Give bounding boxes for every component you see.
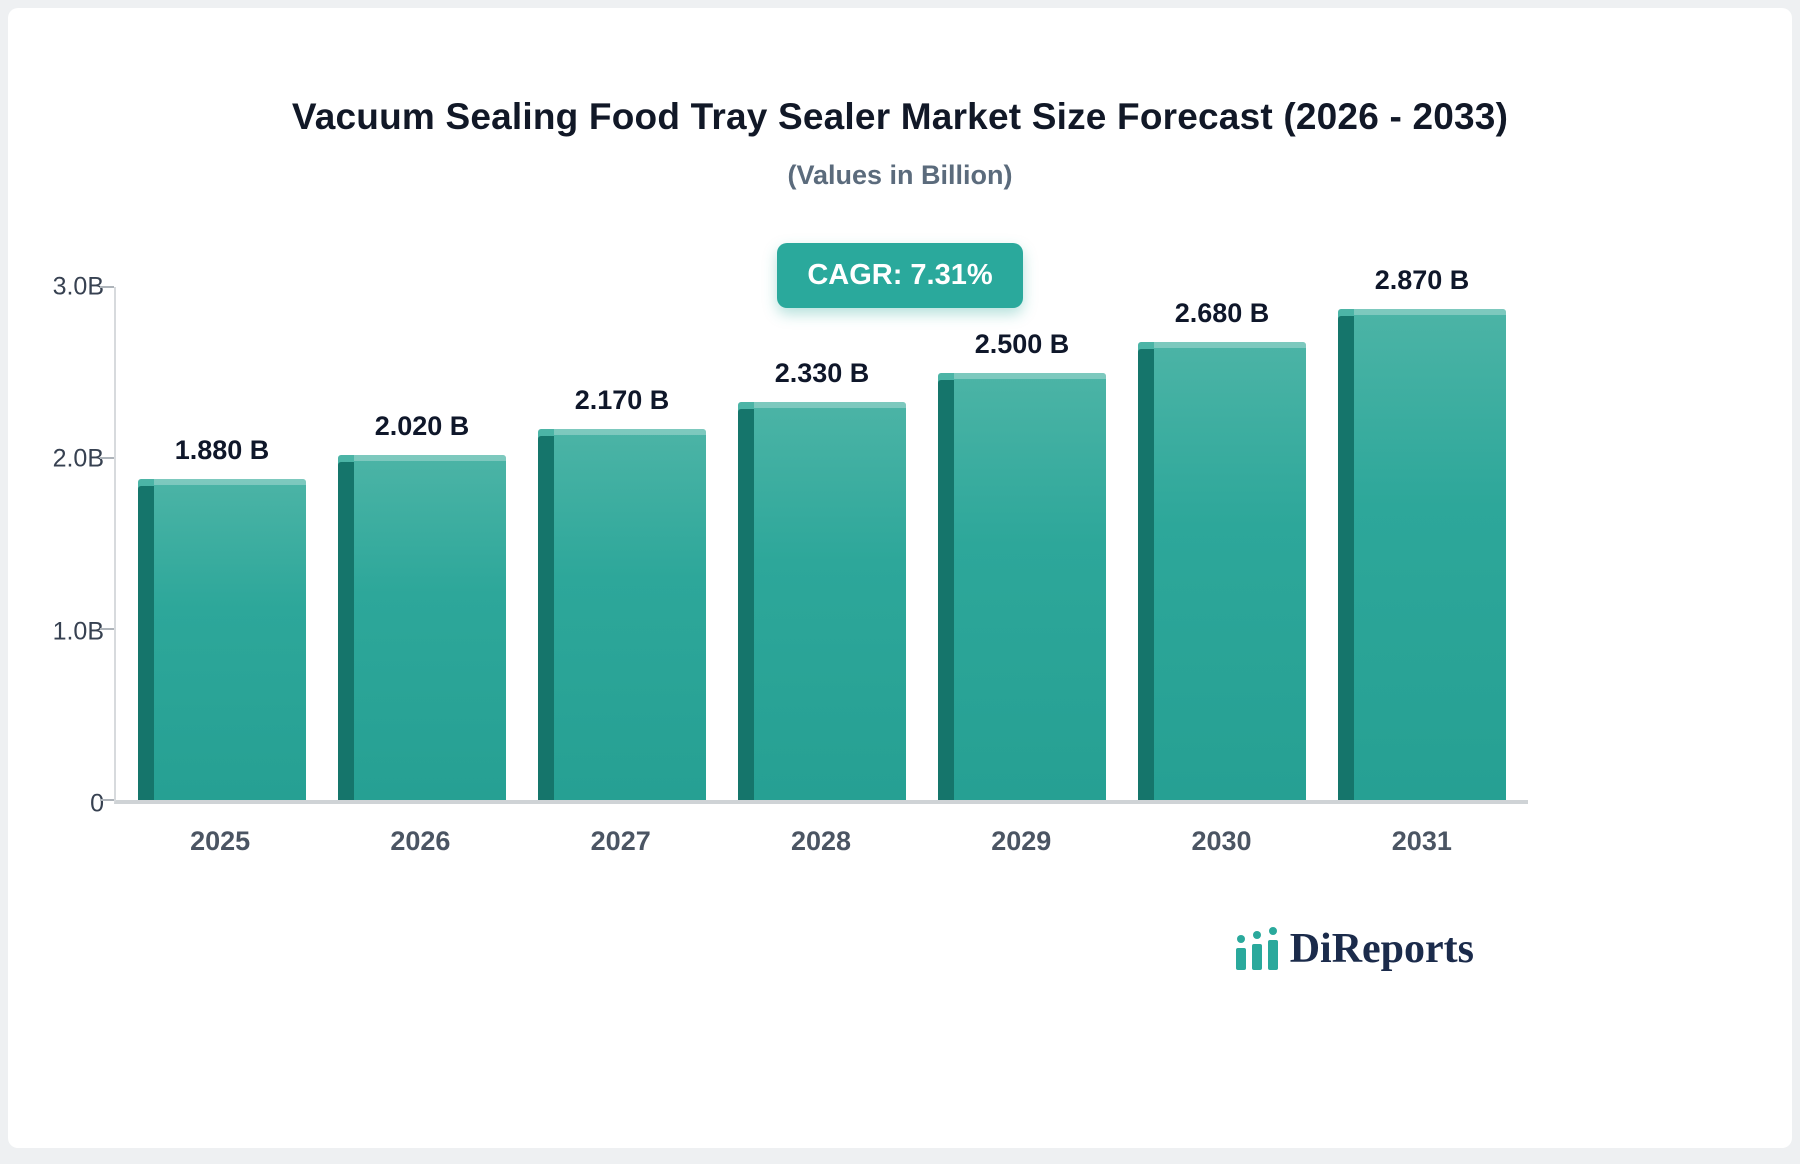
y-axis-label: 1.0B <box>52 617 104 646</box>
bar-value-label: 2.500 B <box>974 328 1070 359</box>
bar-chart: 0 1.0B 2.0B 3.0B 1.880 B 2.020 B 2.170 B 2.330… <box>36 265 1528 857</box>
bar-value-label: 2.170 B <box>574 384 670 415</box>
x-axis-label: 2031 <box>1391 826 1452 856</box>
bar-slot: 2.500 B <box>922 287 1122 800</box>
x-axis-label: 2025 <box>190 826 251 856</box>
bar-2028: 2.330 B <box>738 358 906 801</box>
y-tick-mark <box>100 457 114 459</box>
bar-value-label: 2.870 B <box>1374 265 1470 296</box>
bar-slot: 2.680 B <box>1122 287 1322 801</box>
bar-2027: 2.170 B <box>538 385 706 801</box>
bar-2025: 1.880 B <box>138 435 306 801</box>
bar-value-label: 2.680 B <box>1174 297 1270 328</box>
x-axis-label: 2026 <box>390 826 451 856</box>
x-axis-label: 2027 <box>590 826 651 856</box>
x-axis-label: 2029 <box>991 826 1052 856</box>
x-axis-label: 2028 <box>790 826 852 856</box>
bars-container: 1.880 B 2.020 B 2.170 B 2.330 B 2.500 B 2.680… <box>116 265 1528 801</box>
x-axis: 2025 2026 2027 2028 2029 2030 2031 <box>114 826 1528 857</box>
logo-text: DiReports <box>1289 926 1474 972</box>
y-tick-mark <box>100 286 114 288</box>
bar-slot: 2.330 B <box>722 287 922 801</box>
bar-slot: 2.170 B <box>522 287 722 801</box>
y-axis-label: 3.0B <box>52 272 104 301</box>
bar-value-label: 2.330 B <box>774 357 870 388</box>
chart-subtitle: (Values in Billion) <box>787 160 1013 190</box>
chart-title: Vacuum Sealing Food Tray Sealer Market S… <box>291 96 1509 137</box>
bar-2026: 2.020 B <box>338 411 506 801</box>
bar-value-label: 2.020 B <box>374 410 470 441</box>
y-tick-mark <box>100 628 114 630</box>
direports-logo: DiReports <box>1232 926 1474 970</box>
chart-card: Vacuum Sealing Food Tray Sealer Market S… <box>8 8 1792 1148</box>
x-axis-label: 2030 <box>1191 826 1252 856</box>
plot-area: 1.880 B 2.020 B 2.170 B 2.330 B 2.500 B 2.680… <box>100 265 1528 804</box>
bar-2029: 2.500 B <box>938 329 1106 800</box>
bar-2030: 2.680 B <box>1138 298 1306 801</box>
y-axis-label: 2.0B <box>52 444 104 473</box>
bar-slot: 2.020 B <box>322 287 522 801</box>
cagr-badge: CAGR: 7.31% <box>777 243 1023 308</box>
bar-slot: 1.880 B <box>122 287 322 801</box>
plot-column: 1.880 B 2.020 B 2.170 B 2.330 B 2.500 B 2.680… <box>100 265 1528 857</box>
logo-bars-icon <box>1235 927 1278 970</box>
y-tick-mark <box>100 799 114 801</box>
y-axis-label: 0 <box>90 789 104 818</box>
y-axis: 0 1.0B 2.0B 3.0B <box>36 273 114 818</box>
bar-value-label: 1.880 B <box>174 434 270 465</box>
bar-2031: 2.870 B <box>1338 265 1506 800</box>
bar-slot: 2.870 B <box>1322 265 1522 800</box>
